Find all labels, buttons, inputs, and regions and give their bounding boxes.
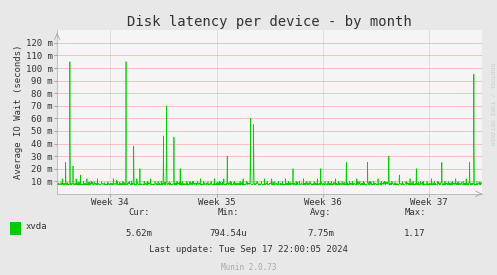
Title: Disk latency per device - by month: Disk latency per device - by month [127, 15, 412, 29]
Y-axis label: Average IO Wait (seconds): Average IO Wait (seconds) [14, 45, 23, 179]
Text: Max:: Max: [404, 208, 426, 217]
Text: Last update: Tue Sep 17 22:00:05 2024: Last update: Tue Sep 17 22:00:05 2024 [149, 245, 348, 254]
Text: xvda: xvda [26, 222, 47, 231]
Text: 1.17: 1.17 [404, 229, 426, 238]
Text: Avg:: Avg: [310, 208, 331, 217]
Text: 7.75m: 7.75m [307, 229, 334, 238]
Text: Min:: Min: [218, 208, 240, 217]
Text: 794.54u: 794.54u [210, 229, 248, 238]
Text: 5.62m: 5.62m [126, 229, 153, 238]
Text: Munin 2.0.73: Munin 2.0.73 [221, 263, 276, 272]
Text: Cur:: Cur: [128, 208, 150, 217]
Text: RRDTOOL / TOBI OETIKER: RRDTOOL / TOBI OETIKER [490, 63, 495, 146]
